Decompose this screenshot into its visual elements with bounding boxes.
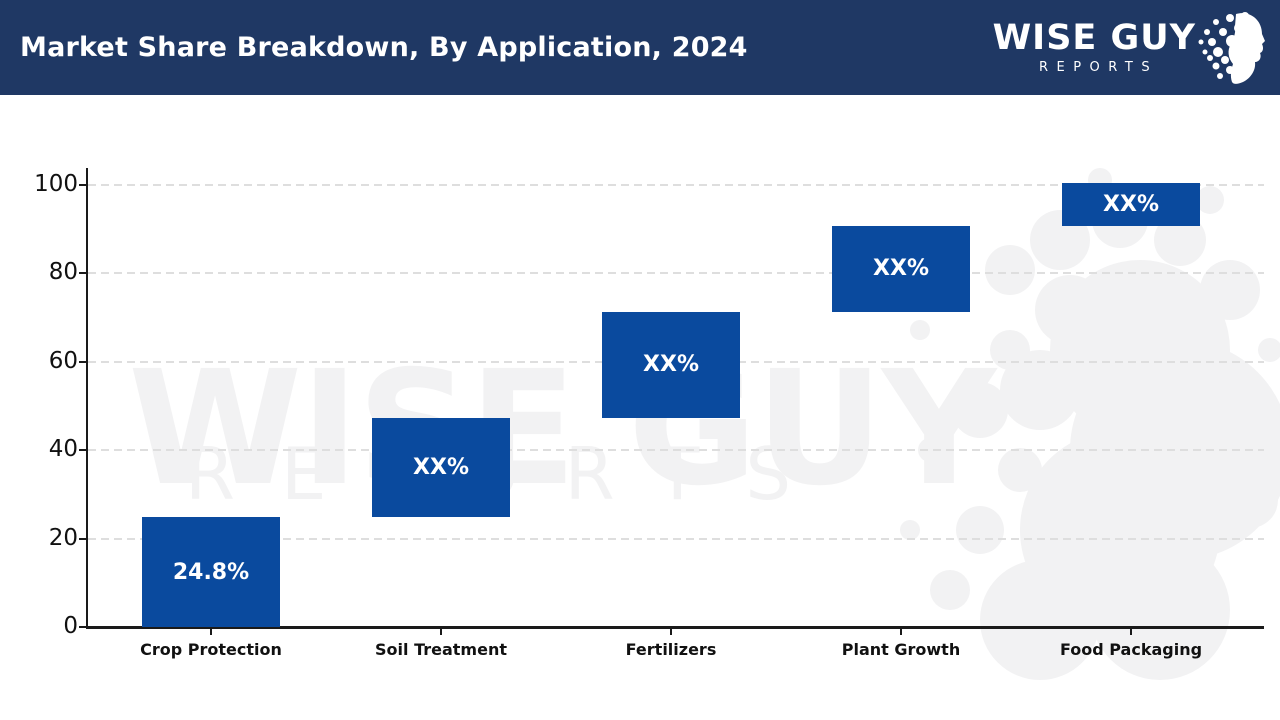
x-tick-fertilizers	[670, 629, 672, 635]
chart-area: WISE GUY REPORTS 0 20 40 60 80 100 24.8% Crop P…	[0, 95, 1280, 720]
gridline-100	[88, 183, 1264, 186]
y-tick-label-0: 0	[63, 613, 78, 639]
x-tick-soil-treatment	[440, 629, 442, 635]
brand-logo: WISE GUY REPORTS	[993, 0, 1266, 95]
y-tick-mark-80	[79, 272, 87, 274]
watermark-text-primary: WISE GUY	[128, 337, 996, 521]
page-title: Market Share Breakdown, By Application, …	[20, 32, 748, 63]
x-tick-food-packaging	[1130, 629, 1132, 635]
header: Market Share Breakdown, By Application, …	[0, 0, 1280, 95]
watermark-head-icon	[900, 168, 1280, 680]
brand-name: WISE GUY	[992, 17, 1196, 58]
bar-label-fertilizers: XX%	[643, 352, 699, 378]
gridline-40	[88, 449, 1264, 451]
x-tick-plant-growth	[900, 629, 902, 635]
bar-food-packaging: XX%	[1062, 183, 1200, 226]
y-tick-mark-20	[79, 537, 87, 540]
category-label-plant-growth: Plant Growth	[841, 640, 961, 659]
y-axis-line	[86, 168, 88, 627]
brand-face-icon	[1198, 11, 1265, 84]
category-label-soil-treatment: Soil Treatment	[375, 640, 507, 659]
category-label-food-packaging: Food Packaging	[1059, 640, 1203, 659]
x-tick-crop-protection	[210, 629, 212, 635]
category-label-fertilizers: Fertilizers	[625, 640, 717, 659]
bar-label-food-packaging: XX%	[1103, 191, 1159, 217]
y-tick-label-100: 100	[34, 170, 78, 197]
bar-label-crop-protection: 24.8%	[172, 559, 250, 585]
x-axis-line	[86, 626, 1264, 629]
brand-text: WISE GUY REPORTS	[992, 17, 1196, 75]
y-tick-label-80: 80	[48, 259, 78, 285]
y-tick-mark-100	[79, 183, 87, 186]
y-tick-mark-0	[79, 626, 87, 628]
bar-crop-protection: 24.8%	[142, 517, 280, 627]
y-tick-mark-40	[79, 449, 87, 451]
y-tick-mark-60	[79, 360, 87, 363]
gridline-80	[88, 272, 1264, 274]
y-tick-label-20: 20	[48, 524, 78, 551]
bar-plant-growth: XX%	[832, 225, 970, 312]
y-tick-label-40: 40	[48, 436, 78, 462]
bar-label-plant-growth: XX%	[873, 256, 929, 282]
bar-label-soil-treatment: XX%	[413, 454, 469, 480]
category-label-crop-protection: Crop Protection	[140, 640, 282, 659]
y-tick-label-60: 60	[48, 347, 78, 374]
brand-subname: REPORTS	[1038, 59, 1159, 75]
gridline-20	[88, 537, 1264, 540]
bar-fertilizers: XX%	[602, 311, 740, 418]
bar-soil-treatment: XX%	[372, 417, 510, 518]
